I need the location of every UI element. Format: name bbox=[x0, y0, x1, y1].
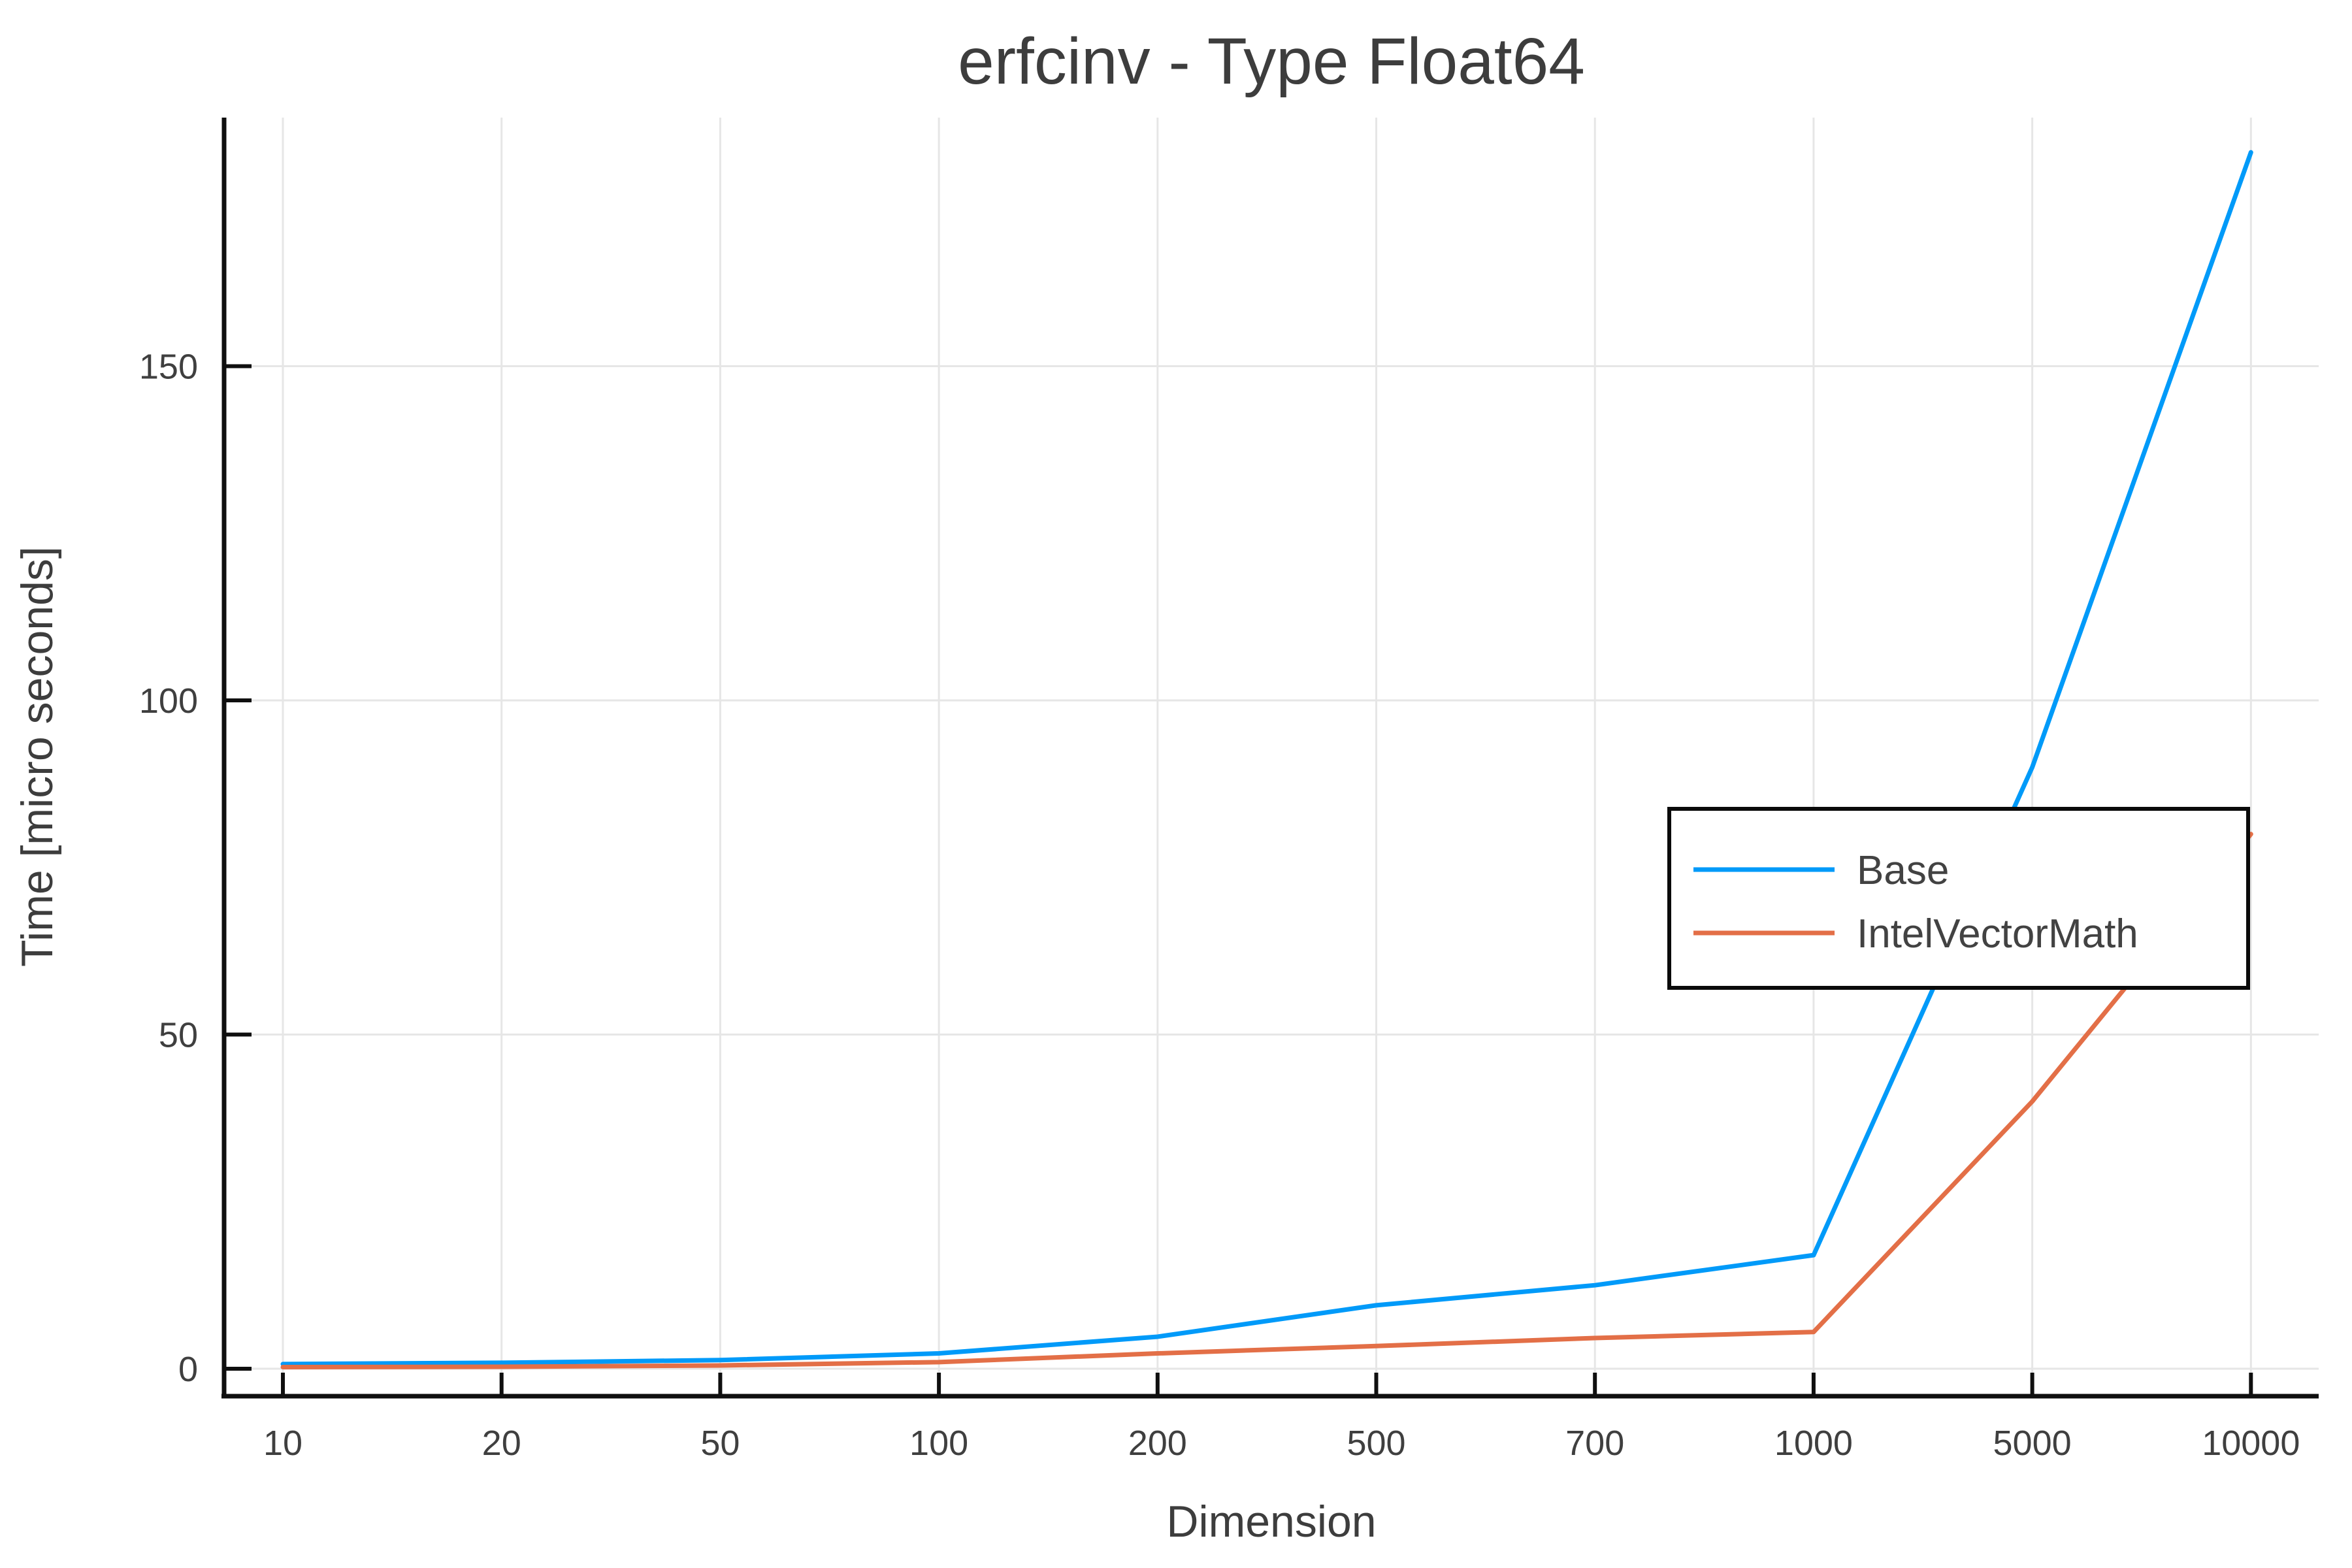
legend-label-intelvectormath: IntelVectorMath bbox=[1857, 911, 2138, 956]
legend-box bbox=[1667, 807, 2250, 990]
grid-layer bbox=[224, 118, 2319, 1396]
y-tick-label-50: 50 bbox=[159, 1016, 198, 1055]
y-tick-label-150: 150 bbox=[139, 348, 198, 387]
series-line-base bbox=[280, 150, 2253, 1367]
x-tick-label-200: 200 bbox=[1128, 1424, 1187, 1463]
y-tick-label-0: 0 bbox=[178, 1350, 198, 1389]
x-tick-label-10000: 10000 bbox=[2202, 1424, 2300, 1463]
x-tick-label-100: 100 bbox=[909, 1424, 968, 1463]
x-axis-label: Dimension bbox=[1166, 1497, 1376, 1546]
series-line-intelvectormath bbox=[280, 832, 2253, 1369]
x-tick-label-500: 500 bbox=[1347, 1424, 1405, 1463]
chart-title: erfcinv - Type Float64 bbox=[958, 25, 1585, 98]
y-tick-label-100: 100 bbox=[139, 681, 198, 721]
x-tick-label-50: 50 bbox=[700, 1424, 740, 1463]
x-tick-label-20: 20 bbox=[482, 1424, 521, 1463]
legend-label-base: Base bbox=[1857, 848, 1949, 893]
tick-label-layer: 10 20 50 100 200 500 700 1000 5000 10000 0 50 100 150 bbox=[139, 348, 2300, 1463]
legend: Base IntelVectorMath bbox=[1667, 807, 2250, 990]
y-axis-label: Time [micro seconds] bbox=[12, 546, 62, 967]
x-tick-label-5000: 5000 bbox=[1993, 1424, 2072, 1463]
x-tick-label-10: 10 bbox=[263, 1424, 302, 1463]
axis-layer bbox=[221, 118, 2319, 1399]
x-tick-label-1000: 1000 bbox=[1774, 1424, 1853, 1463]
x-tick-label-700: 700 bbox=[1565, 1424, 1624, 1463]
series-layer bbox=[280, 150, 2253, 1369]
